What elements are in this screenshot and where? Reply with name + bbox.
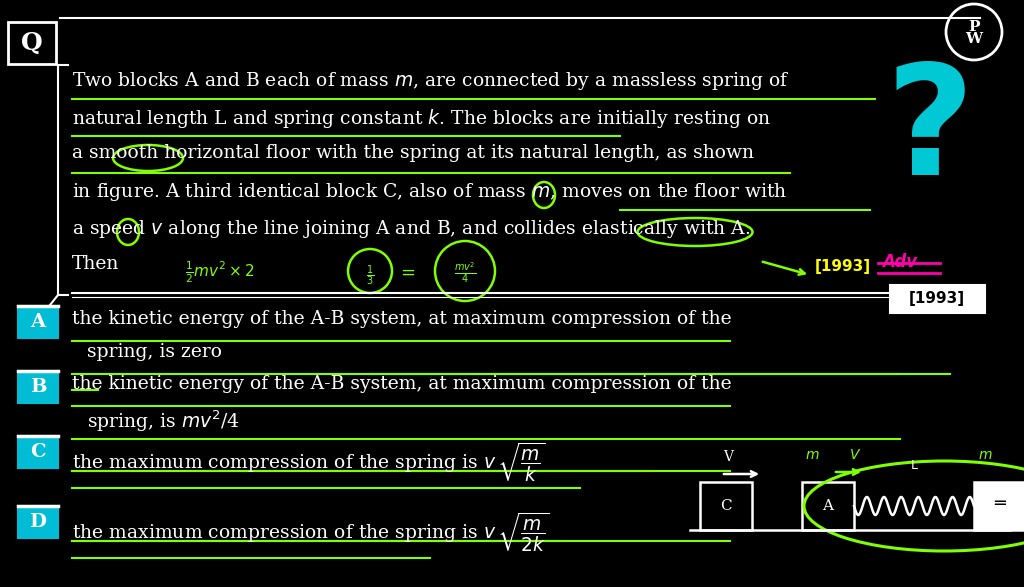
Text: the kinetic energy of the A-B system, at maximum compression of the: the kinetic energy of the A-B system, at… bbox=[72, 375, 731, 393]
Text: A: A bbox=[822, 499, 834, 513]
Text: [1993]: [1993] bbox=[909, 292, 965, 306]
Text: A: A bbox=[31, 313, 45, 331]
Text: in figure. A third identical block C, also of mass $m$, moves on the floor with: in figure. A third identical block C, al… bbox=[72, 181, 787, 203]
Bar bbox=[8, 22, 56, 64]
Bar bbox=[18, 506, 58, 538]
Text: D: D bbox=[30, 513, 46, 531]
Text: P: P bbox=[969, 20, 980, 34]
Text: Adv: Adv bbox=[882, 253, 918, 271]
Text: V: V bbox=[850, 448, 859, 462]
Text: the maximum compression of the spring is $v\,\sqrt{\dfrac{m}{k}}$: the maximum compression of the spring is… bbox=[72, 440, 545, 483]
Text: C: C bbox=[720, 499, 732, 513]
Bar bbox=[18, 436, 58, 468]
Text: m: m bbox=[806, 448, 819, 462]
Text: L: L bbox=[910, 459, 918, 472]
Text: Then: Then bbox=[72, 255, 120, 273]
Text: ═: ═ bbox=[994, 495, 1006, 513]
Text: V: V bbox=[723, 450, 733, 464]
Bar bbox=[700, 482, 752, 530]
Text: W: W bbox=[966, 32, 983, 46]
Text: =: = bbox=[400, 264, 415, 282]
Text: spring, is $mv^2$/4: spring, is $mv^2$/4 bbox=[87, 408, 240, 434]
Text: a speed $v$ along the line joining A and B, and collides elastically with A.: a speed $v$ along the line joining A and… bbox=[72, 218, 751, 240]
Text: Q: Q bbox=[22, 31, 43, 55]
Text: ?: ? bbox=[886, 58, 974, 207]
Bar bbox=[890, 285, 985, 313]
Text: $\frac{1}{2}mv^2\times2$: $\frac{1}{2}mv^2\times2$ bbox=[185, 259, 254, 285]
Text: spring, is zero: spring, is zero bbox=[87, 343, 222, 361]
Text: B: B bbox=[30, 378, 46, 396]
Bar bbox=[18, 306, 58, 338]
Circle shape bbox=[946, 4, 1002, 60]
Bar bbox=[974, 482, 1024, 530]
Text: the kinetic energy of the A-B system, at maximum compression of the: the kinetic energy of the A-B system, at… bbox=[72, 310, 731, 328]
Text: [1993]: [1993] bbox=[815, 259, 871, 274]
Text: the maximum compression of the spring is $v\,\sqrt{\dfrac{m}{2k}}$: the maximum compression of the spring is… bbox=[72, 510, 550, 553]
Bar bbox=[802, 482, 854, 530]
Text: Two blocks A and B each of mass $m$, are connected by a massless spring of: Two blocks A and B each of mass $m$, are… bbox=[72, 70, 790, 92]
Text: m: m bbox=[979, 448, 992, 462]
Text: C: C bbox=[30, 443, 46, 461]
Text: $\frac{mv^2}{4}$: $\frac{mv^2}{4}$ bbox=[454, 261, 476, 285]
Bar bbox=[18, 371, 58, 403]
Text: $\frac{1}{3}$: $\frac{1}{3}$ bbox=[366, 264, 374, 288]
Text: natural length L and spring constant $k$. The blocks are initially resting on: natural length L and spring constant $k$… bbox=[72, 107, 771, 130]
Text: a smooth horizontal floor with the spring at its natural length, as shown: a smooth horizontal floor with the sprin… bbox=[72, 144, 754, 162]
